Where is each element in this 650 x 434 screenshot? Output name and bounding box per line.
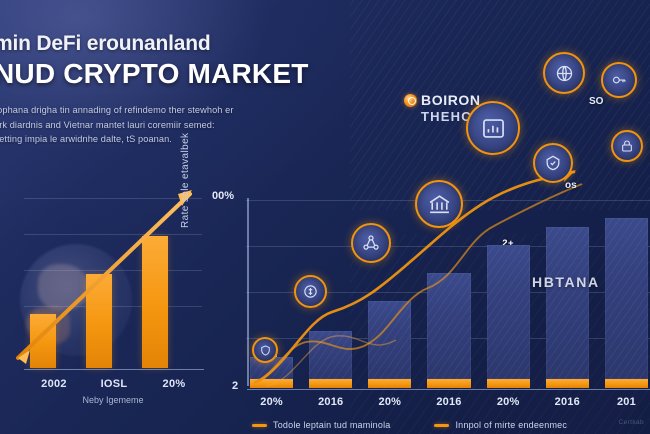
bar-column-5[interactable]: 2+ 4US (486, 218, 530, 388)
right-y-axis-label: Rate sole etavalbek (180, 132, 191, 228)
badge-wallet-icon[interactable] (533, 143, 573, 183)
gridline (24, 198, 202, 199)
header-kicker: min DeFi erounanland (0, 32, 211, 55)
left-xtick-3: 20% (162, 378, 186, 390)
badge-network-icon[interactable] (351, 223, 391, 263)
x-axis-line (247, 388, 650, 390)
left-bar-2[interactable] (86, 274, 112, 368)
right-ytick-top: 00% (212, 190, 235, 202)
bar-base-6 (545, 379, 589, 388)
right-xtick-1: 20% (260, 396, 283, 408)
left-xtick-1: 2002 (41, 378, 67, 390)
bar-base-4 (427, 379, 471, 388)
right-xtick-4: 2016 (436, 396, 462, 408)
badge-key-icon[interactable] (601, 62, 637, 98)
left-bar-3[interactable] (142, 236, 168, 368)
bar-column-1[interactable]: 45 1B (250, 218, 294, 388)
brand-subname: THEHC (421, 109, 472, 124)
legend-line-icon (252, 423, 267, 427)
badge-coin-icon[interactable] (294, 275, 327, 308)
bar-base-3 (368, 379, 412, 388)
bar-column-6[interactable] (545, 218, 589, 388)
right-ytick-bottom: 2 (232, 380, 239, 392)
right-xtick-6: 2016 (554, 396, 580, 408)
header-headline: NUD CRYPTO MARKET (0, 58, 309, 89)
badge-shield-icon[interactable] (252, 337, 278, 363)
bar-column-7[interactable] (604, 218, 648, 388)
chart-left-panel: 2002 IOSL 20% Neby Igememe (6, 186, 206, 406)
x-axis-line (24, 368, 204, 370)
brand-name: BOIRON (421, 92, 481, 108)
bar-base-1 (250, 379, 294, 388)
bar-column-4[interactable]: 42 (427, 218, 471, 388)
brand-lockup: BOIRON THEHC (404, 92, 524, 124)
body-line-1: rophana drigha tin annading of refindemo… (0, 105, 234, 115)
legend-item-1[interactable]: Todole leptain tud maminola (252, 420, 390, 430)
right-xtick-5: 20% (496, 396, 520, 408)
body-line-3: getting impia le arwidnhe dalte, tS poan… (0, 134, 172, 144)
legend-line-icon (434, 423, 450, 427)
bar-base-5 (486, 379, 530, 388)
right-xtick-7: 201 (616, 396, 636, 408)
float-label-os: os (565, 180, 577, 191)
right-xtick-3: 20% (378, 396, 402, 408)
badge-chart-icon[interactable] (466, 101, 520, 155)
right-chart-watermark: HBTANA (532, 274, 600, 290)
right-chart-legend: Todole leptain tud maminola Innpol of mi… (252, 420, 567, 430)
left-x-axis-label: Neby Igememe (82, 395, 144, 405)
badge-lock-icon[interactable] (611, 130, 643, 162)
legend-label-1: Todole leptain tud maminola (273, 420, 391, 430)
header-block: min DeFi erounanland NUD CRYPTO MARKET r… (0, 32, 324, 147)
y-axis-line (247, 198, 249, 386)
left-x-tick-labels: 2002 IOSL 20% (24, 378, 204, 390)
left-bar-1[interactable] (30, 314, 56, 368)
right-x-tick-labels: 20% 2016 20% 2016 20% 2016 201 (250, 396, 648, 408)
bar-base-7 (604, 379, 648, 388)
left-bar-group (30, 220, 196, 368)
legend-label-2: Innpol of mirte endeenmec (455, 420, 568, 430)
boiron-logo-icon (404, 93, 417, 107)
badge-globe-icon[interactable] (543, 52, 585, 94)
bar-base-2 (309, 379, 353, 388)
body-line-2: ark diardnis and Vietnar mantet lauri co… (0, 119, 215, 130)
right-xtick-2: 2016 (318, 396, 344, 408)
float-label-so: SO (589, 96, 604, 107)
legend-item-2[interactable]: Innpol of mirte endeenmec (434, 420, 567, 430)
header-body-text: rophana drigha tin annading of refindemo… (0, 103, 294, 147)
badge-bank-icon[interactable] (415, 180, 463, 228)
corner-note: Certkab (618, 419, 644, 426)
left-xtick-2: IOSL (100, 378, 128, 390)
